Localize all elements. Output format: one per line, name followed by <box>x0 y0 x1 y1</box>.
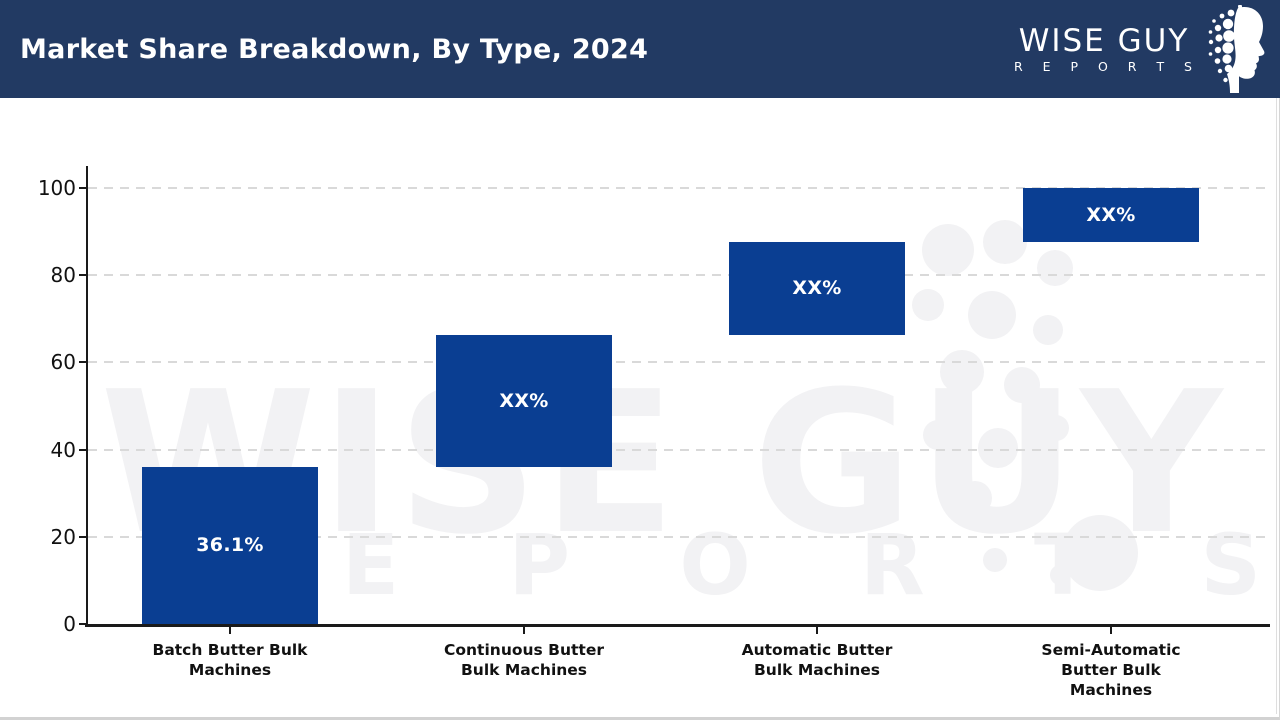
dotted-face-icon <box>1208 5 1265 93</box>
bar-value-label: XX% <box>792 277 842 300</box>
x-axis-tick <box>816 627 818 634</box>
y-axis-tick <box>79 448 87 451</box>
gridline <box>88 535 1265 538</box>
watermark-dot <box>940 350 984 394</box>
logo-subtitle: R E P O R T S <box>1013 58 1200 74</box>
watermark-dot <box>968 291 1016 339</box>
y-axis-tick <box>79 274 87 277</box>
watermark-dot <box>922 224 974 276</box>
watermark-dot <box>1004 367 1040 403</box>
plot-right-border <box>1276 98 1277 714</box>
header-banner: Market Share Breakdown, By Type, 2024 WI… <box>0 0 1280 98</box>
category-label-line: Batch Butter Bulk <box>152 641 308 659</box>
gridline <box>88 361 1265 364</box>
category-label-line: Semi-Automatic <box>1041 641 1181 659</box>
category-label-line: Continuous Butter <box>444 641 604 659</box>
watermark-dot <box>1050 565 1070 585</box>
y-axis-tick <box>79 361 87 364</box>
page-title: Market Share Breakdown, By Type, 2024 <box>20 33 649 65</box>
watermark-dot <box>1043 415 1069 441</box>
watermark-dot <box>1062 515 1138 591</box>
bar-segment: XX% <box>1023 188 1199 243</box>
chart-plot-area: WISE GUY R E P O R T S 0 20 40 60 80 100 36.1%… <box>0 98 1280 714</box>
watermark-dot <box>1019 497 1045 523</box>
watermark-dot <box>1033 315 1063 345</box>
bar-value-label: 36.1% <box>196 534 264 557</box>
category-label-line: Butter Bulk <box>1061 661 1161 679</box>
category-label-line: Machines <box>188 661 272 679</box>
bar-segment: 36.1% <box>142 466 318 624</box>
y-axis-tick-label: 0 <box>63 612 76 636</box>
bar-segment: XX% <box>729 242 905 335</box>
category-label-line: Bulk Machines <box>753 661 881 679</box>
x-axis-line <box>85 624 1270 627</box>
logo-name: WISE GUY <box>1018 22 1190 59</box>
gridline <box>88 274 1265 277</box>
y-axis-line <box>86 166 88 627</box>
y-axis-tick <box>79 623 87 625</box>
bar-value-label: XX% <box>499 389 549 412</box>
category-label: Automatic Butter Bulk Machines <box>692 640 942 680</box>
y-axis-tick-label: 80 <box>50 263 76 288</box>
x-axis-tick <box>523 627 525 634</box>
x-axis-tick <box>1110 627 1112 634</box>
category-label: Batch Butter Bulk Machines <box>105 640 355 680</box>
category-label: Semi-Automatic Butter Bulk Machines <box>986 640 1236 700</box>
wise-guy-reports-logo: WISE GUY R E P O R T S <box>1008 5 1266 93</box>
x-axis-tick <box>229 627 231 634</box>
logo-text: WISE GUY R E P O R T S <box>1008 24 1200 75</box>
watermark-dot <box>983 548 1007 572</box>
category-label-line: Automatic Butter <box>741 641 893 659</box>
gridline <box>88 187 1265 189</box>
watermark-dot <box>958 481 992 515</box>
y-axis-tick-label: 100 <box>37 176 76 200</box>
y-axis-tick-label: 60 <box>50 350 76 375</box>
watermark-dot <box>912 289 944 321</box>
watermark-dot <box>923 420 953 450</box>
y-axis-tick-label: 40 <box>50 437 76 462</box>
category-label: Continuous Butter Bulk Machines <box>399 640 649 680</box>
watermark-dot <box>1037 250 1073 286</box>
watermark-dot <box>978 428 1018 468</box>
category-label-line: Bulk Machines <box>460 661 588 679</box>
watermark-dot <box>983 220 1027 264</box>
y-axis-tick-label: 20 <box>50 524 76 549</box>
gridline <box>88 448 1265 451</box>
y-axis-tick <box>79 187 87 189</box>
bar-segment: XX% <box>436 334 612 467</box>
bar-value-label: XX% <box>1086 204 1136 227</box>
y-axis-tick <box>79 535 87 538</box>
category-label-line: Machines <box>1069 681 1153 699</box>
